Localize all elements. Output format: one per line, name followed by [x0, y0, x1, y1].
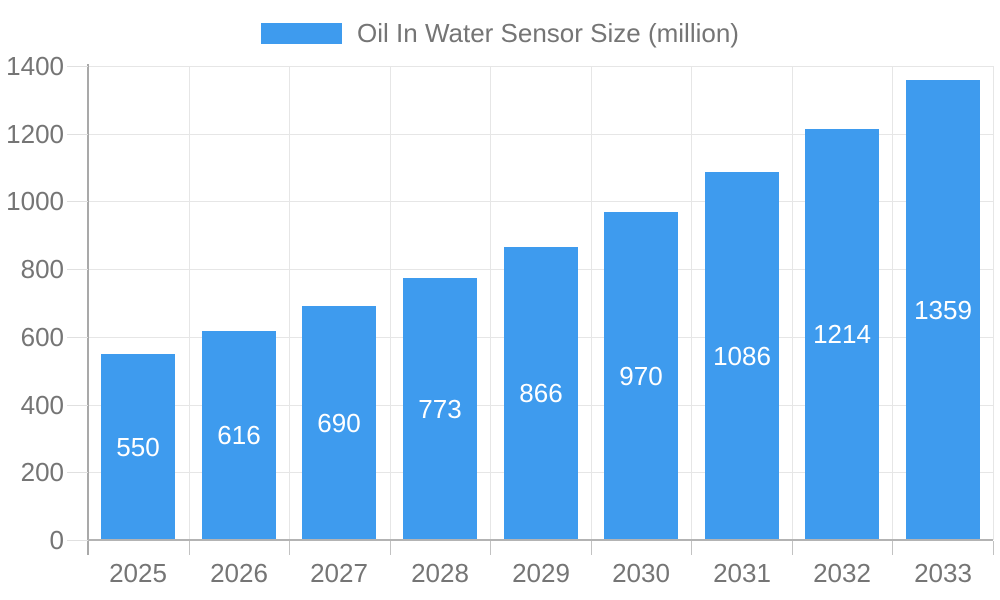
bar-2029[interactable]: 866 — [504, 247, 578, 540]
bar-value-label: 1214 — [813, 319, 871, 349]
bar-2033[interactable]: 1359 — [906, 80, 980, 540]
y-tick-mark — [67, 66, 88, 67]
x-axis-tick-label: 2033 — [914, 558, 972, 588]
x-axis-tick-label: 2032 — [813, 558, 871, 588]
bar-value-label: 1086 — [713, 340, 771, 371]
v-gridline — [189, 66, 190, 540]
y-axis-tick-label: 200 — [20, 457, 64, 487]
v-gridline — [792, 66, 793, 540]
bar-value-label: 616 — [217, 420, 261, 450]
y-axis-tick-label: 1400 — [6, 51, 64, 81]
x-tick-mark — [792, 541, 793, 555]
x-axis-tick-label: 2025 — [109, 558, 167, 588]
x-tick-mark — [993, 541, 994, 555]
v-gridline — [289, 66, 290, 540]
bar-value-label: 1359 — [914, 294, 972, 325]
bar-2028[interactable]: 773 — [403, 278, 477, 540]
bar-value-label: 866 — [519, 378, 563, 408]
x-axis-tick-label: 2029 — [512, 558, 570, 588]
x-tick-mark — [691, 541, 692, 555]
bar-2027[interactable]: 690 — [302, 306, 376, 540]
y-tick-mark — [67, 472, 88, 473]
y-tick-mark — [67, 201, 88, 202]
y-axis-line — [87, 64, 89, 553]
x-axis-tick-label: 2026 — [210, 558, 268, 588]
x-tick-mark — [87, 541, 89, 555]
x-axis-tick-label: 2027 — [310, 558, 368, 588]
v-gridline — [490, 66, 491, 540]
y-axis-tick-label: 400 — [20, 390, 64, 420]
x-axis-tick-label: 2028 — [411, 558, 469, 588]
y-tick-mark — [67, 269, 88, 270]
bar-2025[interactable]: 550 — [101, 354, 175, 540]
y-tick-mark — [67, 337, 88, 338]
x-tick-mark — [591, 541, 592, 555]
h-gridline — [88, 201, 993, 203]
plot-area: 550 616 690 773 866 970 1086 1214 1359 — [88, 66, 994, 540]
y-axis-tick-label: 600 — [20, 322, 64, 352]
x-axis-tick-label: 2030 — [612, 558, 670, 588]
bar-value-label: 550 — [116, 431, 160, 462]
v-gridline — [390, 66, 391, 540]
bar-2026[interactable]: 616 — [202, 331, 276, 540]
legend-swatch-icon — [261, 23, 343, 44]
y-tick-mark — [67, 134, 88, 135]
x-tick-mark — [289, 541, 290, 555]
h-gridline — [88, 133, 993, 135]
bar-2032[interactable]: 1214 — [805, 129, 879, 540]
x-tick-mark — [390, 541, 391, 555]
legend[interactable]: Oil In Water Sensor Size (million) — [0, 18, 1000, 49]
x-tick-mark — [892, 541, 893, 555]
bar-value-label: 690 — [317, 407, 361, 438]
y-axis-tick-label: 1000 — [6, 186, 64, 216]
v-gridline — [691, 66, 692, 540]
bar-value-label: 773 — [418, 393, 462, 424]
v-gridline — [892, 66, 893, 540]
bar-value-label: 970 — [619, 360, 663, 391]
y-tick-mark — [67, 540, 88, 541]
x-tick-mark — [189, 541, 190, 555]
legend-label: Oil In Water Sensor Size (million) — [357, 18, 739, 48]
y-axis-tick-label: 1200 — [6, 119, 64, 149]
bar-2030[interactable]: 970 — [604, 212, 678, 540]
x-axis-tick-label: 2031 — [713, 558, 771, 588]
x-tick-mark — [490, 541, 491, 555]
x-axis-line — [88, 539, 993, 541]
h-gridline — [88, 66, 993, 67]
y-axis-tick-label: 800 — [20, 254, 64, 284]
bar-2031[interactable]: 1086 — [705, 172, 779, 540]
v-gridline — [993, 66, 994, 540]
y-axis-tick-label: 0 — [49, 525, 64, 555]
y-tick-mark — [67, 405, 88, 406]
v-gridline — [591, 66, 592, 540]
